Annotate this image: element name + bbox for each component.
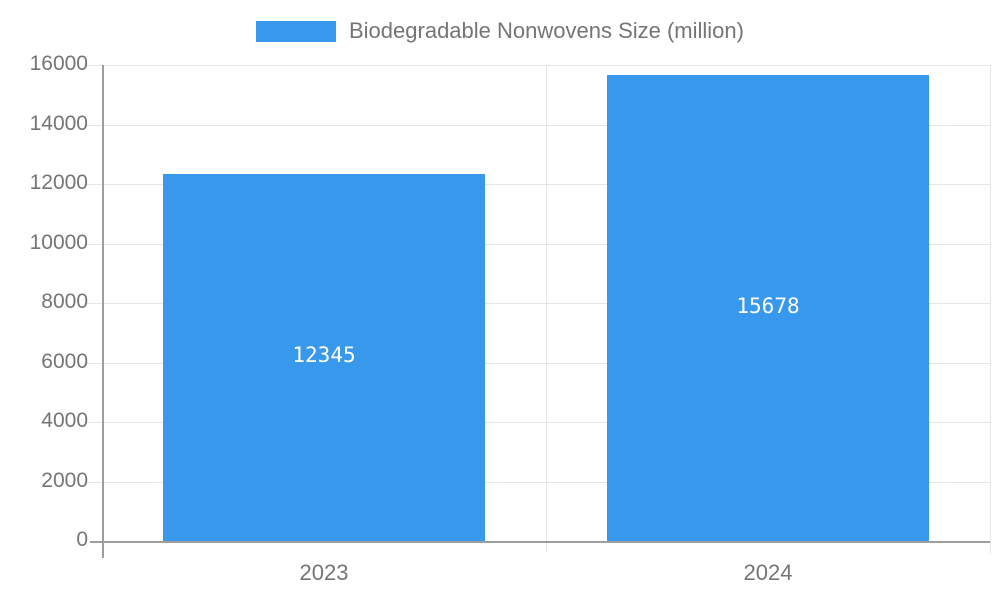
- y-gridline: [84, 303, 990, 304]
- y-tick-label: 10000: [29, 230, 88, 254]
- y-tick-label: 0: [76, 528, 88, 551]
- category-separator: [546, 65, 547, 552]
- y-tick-label: 6000: [41, 349, 88, 373]
- legend: Biodegradable Nonwovens Size (million): [0, 18, 1000, 44]
- y-gridline: [84, 184, 990, 185]
- y-gridline: [84, 362, 990, 364]
- legend-label: Biodegradable Nonwovens Size (million): [349, 18, 744, 43]
- bar: [163, 173, 485, 541]
- y-gridline: [84, 481, 990, 483]
- y-gridline: [84, 243, 990, 245]
- y-gridline: [84, 422, 990, 423]
- y-tick-label: 16000: [29, 52, 88, 75]
- y-tick-label: 4000: [41, 409, 88, 432]
- y-tick-label: 12000: [29, 171, 88, 194]
- legend-swatch: [256, 20, 336, 42]
- bar: [607, 74, 929, 541]
- y-gridline: [84, 65, 990, 66]
- y-tick-label: 2000: [41, 468, 88, 492]
- y-tick-label: 8000: [41, 290, 88, 313]
- x-axis-line: [90, 541, 990, 543]
- y-gridline: [84, 124, 990, 126]
- y-axis-line: [102, 65, 104, 558]
- bar-value-label: 15678: [736, 294, 800, 318]
- x-tick-label: 2023: [299, 560, 349, 585]
- y-tick-label: 14000: [29, 111, 88, 135]
- bar-value-label: 12345: [292, 343, 356, 367]
- plot-right-border: [990, 65, 991, 554]
- x-tick-label: 2024: [743, 560, 793, 585]
